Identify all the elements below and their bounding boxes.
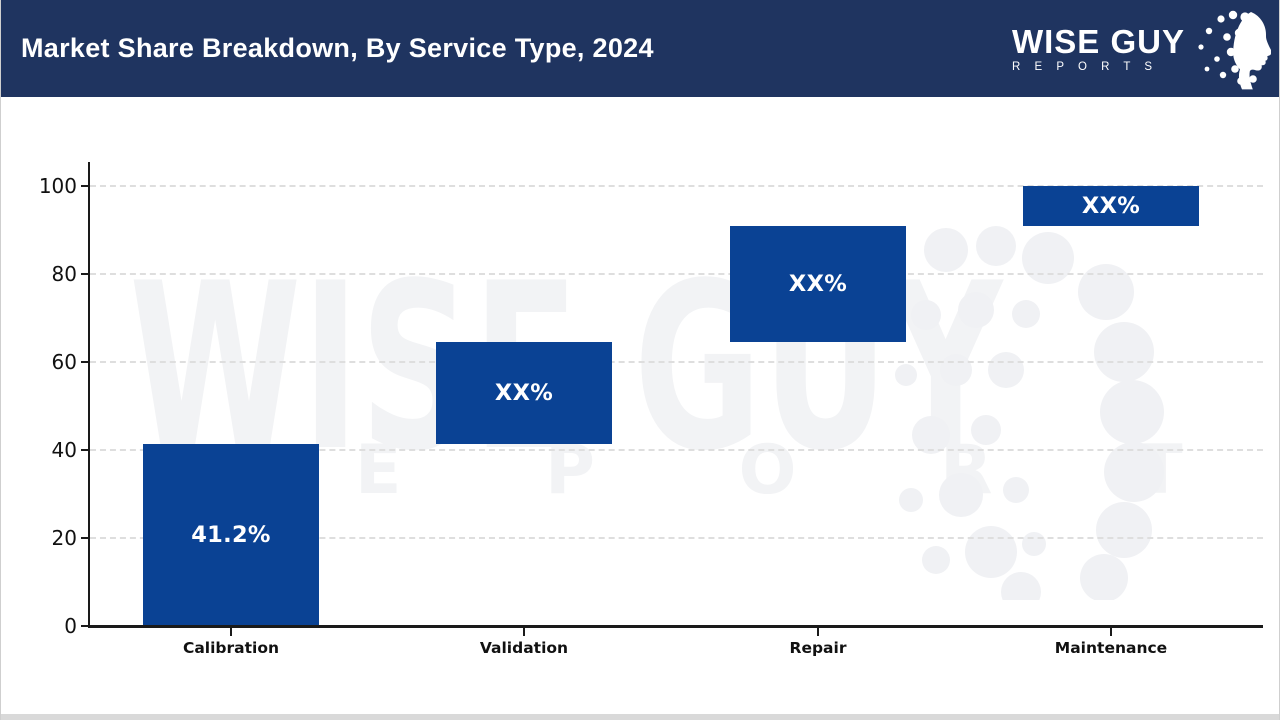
wise-guy-logo: WISE GUY R E P O R T S: [1012, 7, 1279, 91]
chart-title: Market Share Breakdown, By Service Type,…: [21, 33, 654, 63]
y-tick-mark: [81, 360, 89, 363]
y-tick-mark: [81, 536, 89, 539]
x-tick-label-repair: Repair: [789, 639, 847, 657]
logo-wordmark: WISE GUY: [1011, 22, 1185, 60]
bar-validation: XX%: [436, 342, 612, 445]
gridline: [90, 536, 1263, 539]
x-tick-mark: [230, 628, 232, 636]
watermark-subtext: R E P O R T S: [159, 431, 1279, 510]
bottom-border-strip: [1, 714, 1279, 720]
x-tick-mark: [523, 628, 525, 636]
y-tick-mark: [81, 624, 89, 627]
x-tick-mark: [1110, 628, 1112, 636]
watermark-head-graphic: [895, 226, 1164, 600]
bar-maintenance: XX%: [1023, 186, 1199, 226]
x-tick-label-calibration: Calibration: [182, 639, 280, 657]
y-tick-mark: [81, 272, 89, 275]
bar-value-label: 41.2%: [191, 521, 271, 548]
gridline: [90, 448, 1263, 451]
bar-value-label: XX%: [1081, 192, 1141, 219]
y-tick-label: 80: [51, 261, 77, 286]
y-tick-label: 60: [51, 349, 77, 374]
y-tick-label: 0: [64, 613, 77, 638]
y-tick-mark: [81, 185, 89, 187]
x-tick-label-validation: Validation: [479, 639, 569, 657]
logo-text: WISE GUY R E P O R T S: [1012, 25, 1185, 73]
logo-head-icon: [1198, 10, 1271, 89]
gridline: [90, 272, 1263, 275]
bar-value-label: XX%: [788, 270, 848, 297]
y-tick-label: 20: [51, 525, 77, 550]
gridline: [90, 185, 1263, 187]
header: Market Share Breakdown, By Service Type,…: [1, 0, 1279, 97]
x-tick-mark: [817, 628, 819, 636]
gridline: [90, 360, 1263, 363]
y-tick-label: 100: [38, 174, 77, 198]
x-tick-label-maintenance: Maintenance: [1054, 639, 1168, 657]
x-axis-line: [88, 625, 1263, 628]
bar-value-label: XX%: [494, 380, 554, 407]
y-tick-mark: [81, 448, 89, 451]
y-axis-line: [88, 162, 90, 627]
bar-calibration: 41.2%: [143, 444, 319, 626]
logo-subtext: R E P O R T S: [1011, 60, 1158, 73]
y-tick-label: 40: [51, 437, 77, 462]
bar-repair: XX%: [730, 225, 906, 342]
